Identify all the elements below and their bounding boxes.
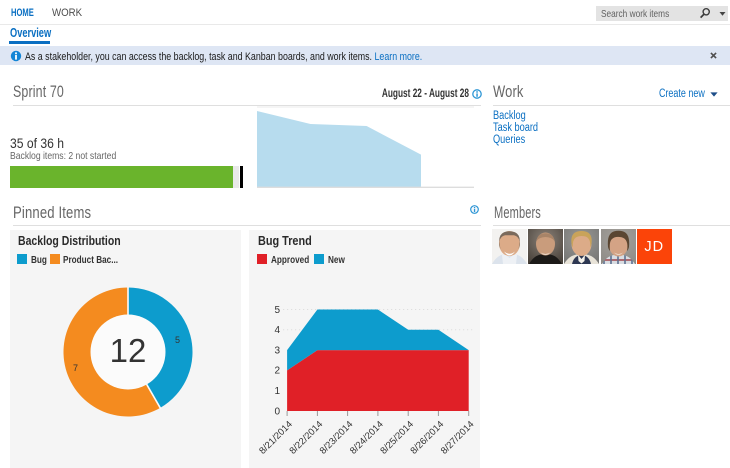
svg-text:1: 1 [274,386,280,397]
svg-text:7: 7 [73,363,78,373]
svg-text:12: 12 [110,332,147,369]
svg-text:3: 3 [274,345,280,356]
svg-text:5: 5 [274,305,280,316]
svg-text:8/27/2014: 8/27/2014 [438,419,476,457]
svg-text:2: 2 [274,366,280,377]
svg-text:0: 0 [274,406,280,417]
svg-text:5: 5 [175,335,180,345]
svg-text:4: 4 [274,325,280,336]
